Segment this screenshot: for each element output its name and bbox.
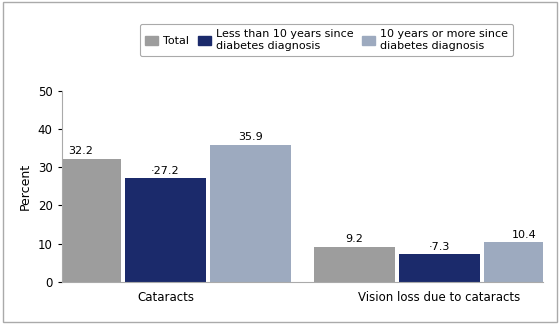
Bar (399, 254, 480, 282)
Text: 10.4: 10.4 (512, 230, 536, 240)
Text: 32.2: 32.2 (68, 146, 93, 156)
Legend: Total, Less than 10 years since
diabetes diagnosis, 10 years or more since
diabe: Total, Less than 10 years since diabetes… (139, 24, 514, 56)
Text: 9.2: 9.2 (346, 234, 363, 244)
Text: 35.9: 35.9 (238, 132, 263, 142)
Y-axis label: Percent: Percent (19, 163, 32, 210)
Text: ‧7.3: ‧7.3 (428, 242, 450, 252)
Bar (314, 247, 395, 282)
Bar (125, 178, 206, 282)
Bar (40, 159, 121, 282)
Text: ‧27.2: ‧27.2 (151, 166, 180, 176)
Bar (484, 242, 560, 282)
Bar (210, 145, 291, 282)
